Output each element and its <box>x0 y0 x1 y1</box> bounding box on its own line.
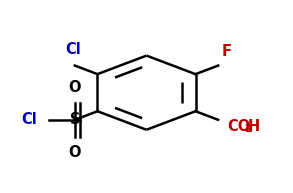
Text: 2: 2 <box>244 124 252 134</box>
Text: O: O <box>69 80 81 95</box>
Text: CO: CO <box>227 119 250 134</box>
Text: Cl: Cl <box>66 42 81 57</box>
Text: Cl: Cl <box>21 112 37 127</box>
Text: F: F <box>222 44 232 59</box>
Text: S: S <box>70 112 80 127</box>
Text: O: O <box>69 145 81 160</box>
Text: H: H <box>248 119 260 134</box>
